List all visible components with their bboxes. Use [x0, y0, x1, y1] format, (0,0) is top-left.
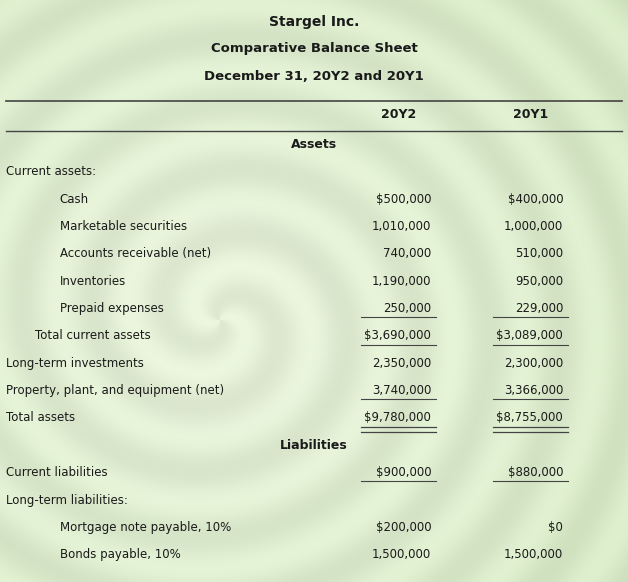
Text: $0: $0 — [548, 521, 563, 534]
Text: $3,089,000: $3,089,000 — [496, 329, 563, 342]
Text: 2,300,000: 2,300,000 — [504, 357, 563, 370]
Text: $500,000: $500,000 — [376, 193, 431, 205]
Text: 2,350,000: 2,350,000 — [372, 357, 431, 370]
Text: Total assets: Total assets — [6, 411, 75, 424]
Text: Cash: Cash — [60, 193, 89, 205]
Text: $3,690,000: $3,690,000 — [364, 329, 431, 342]
Text: Long-term liabilities:: Long-term liabilities: — [6, 494, 128, 506]
Text: Total current assets: Total current assets — [35, 329, 150, 342]
Text: 20Y1: 20Y1 — [513, 108, 548, 120]
Text: 250,000: 250,000 — [383, 302, 431, 315]
Text: $8,755,000: $8,755,000 — [496, 411, 563, 424]
Text: 740,000: 740,000 — [383, 247, 431, 260]
Text: 1,010,000: 1,010,000 — [372, 220, 431, 233]
Text: 3,740,000: 3,740,000 — [372, 384, 431, 397]
Text: 950,000: 950,000 — [515, 275, 563, 288]
Text: Mortgage note payable, 10%: Mortgage note payable, 10% — [60, 521, 231, 534]
Text: Comparative Balance Sheet: Comparative Balance Sheet — [210, 42, 418, 55]
Text: Stargel Inc.: Stargel Inc. — [269, 15, 359, 29]
Text: 510,000: 510,000 — [515, 247, 563, 260]
Text: Accounts receivable (net): Accounts receivable (net) — [60, 247, 211, 260]
Text: 1,000,000: 1,000,000 — [504, 220, 563, 233]
Text: Current assets:: Current assets: — [6, 165, 97, 178]
Text: Prepaid expenses: Prepaid expenses — [60, 302, 163, 315]
Text: December 31, 20Y2 and 20Y1: December 31, 20Y2 and 20Y1 — [204, 70, 424, 83]
Text: 20Y2: 20Y2 — [381, 108, 416, 120]
Text: Liabilities: Liabilities — [280, 439, 348, 452]
Text: Current liabilities: Current liabilities — [6, 466, 108, 479]
Text: $200,000: $200,000 — [376, 521, 431, 534]
Text: 1,500,000: 1,500,000 — [372, 548, 431, 561]
Text: $400,000: $400,000 — [507, 193, 563, 205]
Text: Inventories: Inventories — [60, 275, 126, 288]
Text: 1,500,000: 1,500,000 — [504, 548, 563, 561]
Text: Long-term investments: Long-term investments — [6, 357, 144, 370]
Text: Assets: Assets — [291, 138, 337, 151]
Text: 1,190,000: 1,190,000 — [372, 275, 431, 288]
Text: 3,366,000: 3,366,000 — [504, 384, 563, 397]
Text: Bonds payable, 10%: Bonds payable, 10% — [60, 548, 180, 561]
Text: $880,000: $880,000 — [507, 466, 563, 479]
Text: $9,780,000: $9,780,000 — [364, 411, 431, 424]
Text: $900,000: $900,000 — [376, 466, 431, 479]
Text: Property, plant, and equipment (net): Property, plant, and equipment (net) — [6, 384, 224, 397]
Text: 229,000: 229,000 — [515, 302, 563, 315]
Text: Marketable securities: Marketable securities — [60, 220, 187, 233]
